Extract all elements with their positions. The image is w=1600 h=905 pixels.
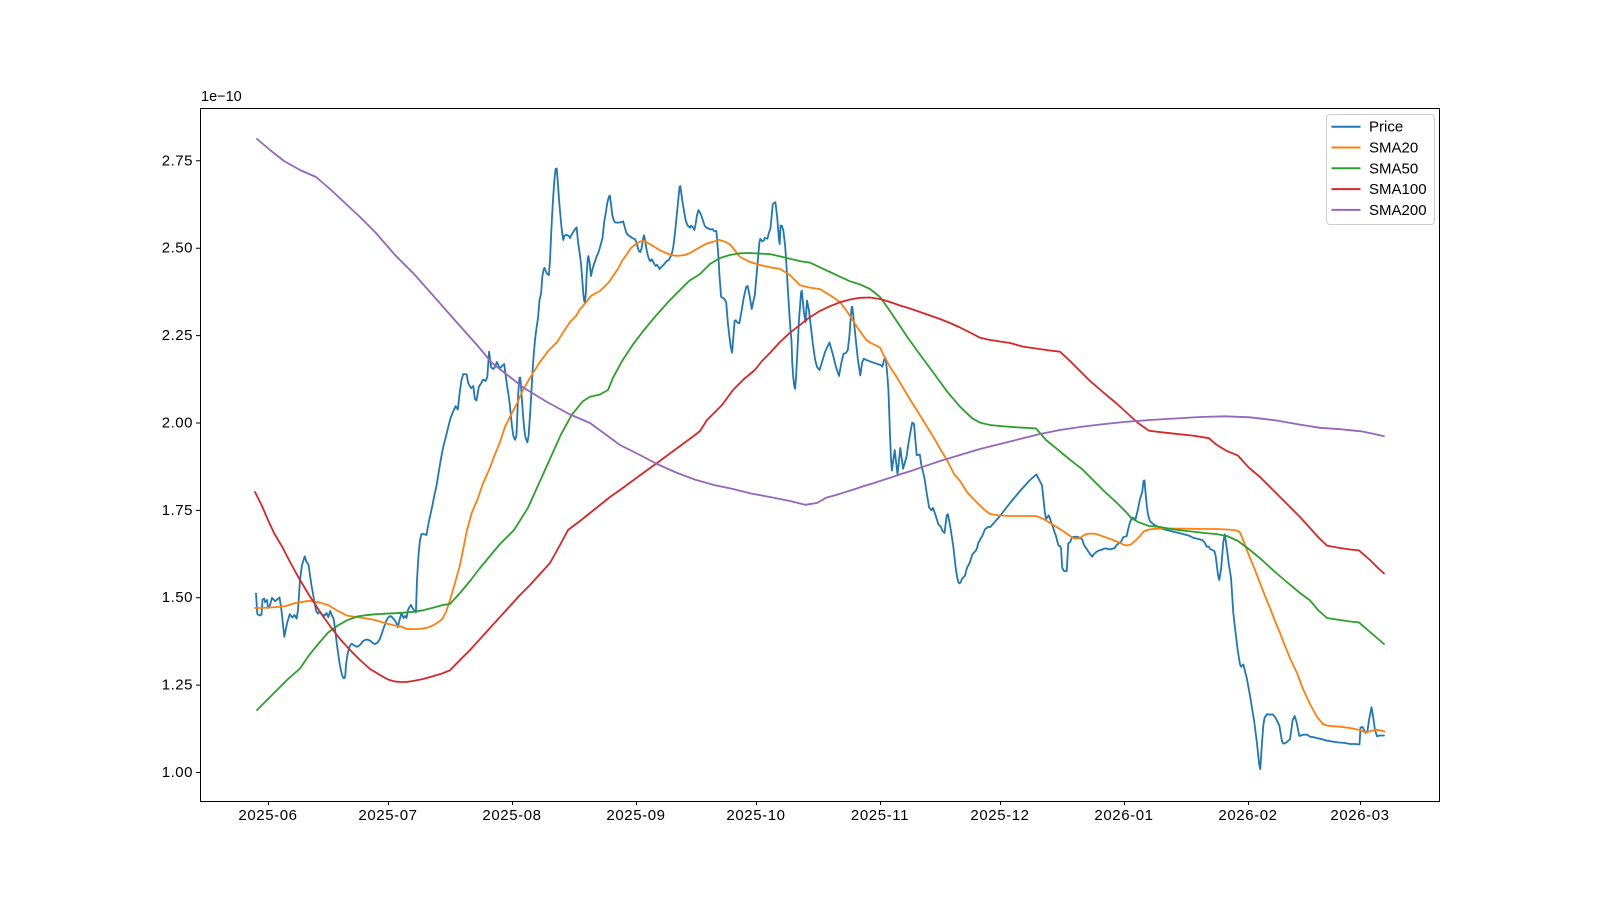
svg-text:2026-03: 2026-03 (1330, 807, 1389, 824)
svg-text:2025-08: 2025-08 (482, 807, 541, 824)
svg-text:1.75: 1.75 (162, 502, 193, 519)
svg-text:2026-01: 2026-01 (1094, 807, 1153, 824)
svg-text:1.25: 1.25 (162, 677, 193, 694)
svg-text:2025-10: 2025-10 (726, 807, 785, 824)
svg-text:2025-09: 2025-09 (606, 807, 665, 824)
svg-text:SMA200: SMA200 (1369, 202, 1427, 219)
svg-text:1.50: 1.50 (162, 589, 193, 606)
svg-text:2026-02: 2026-02 (1218, 807, 1277, 824)
svg-text:SMA100: SMA100 (1369, 181, 1427, 198)
svg-text:2.25: 2.25 (162, 327, 193, 344)
svg-text:SMA50: SMA50 (1369, 160, 1418, 177)
svg-text:1e−10: 1e−10 (201, 89, 242, 105)
svg-text:2025-12: 2025-12 (970, 807, 1029, 824)
svg-text:2025-11: 2025-11 (851, 807, 909, 824)
svg-text:2.50: 2.50 (162, 240, 193, 257)
svg-text:2025-06: 2025-06 (238, 807, 297, 824)
svg-text:SMA20: SMA20 (1369, 140, 1418, 157)
svg-text:2025-07: 2025-07 (358, 807, 417, 824)
svg-text:2.00: 2.00 (162, 415, 193, 432)
svg-text:Price: Price (1369, 119, 1403, 136)
svg-text:1.00: 1.00 (162, 764, 193, 781)
svg-text:2.75: 2.75 (162, 152, 193, 169)
